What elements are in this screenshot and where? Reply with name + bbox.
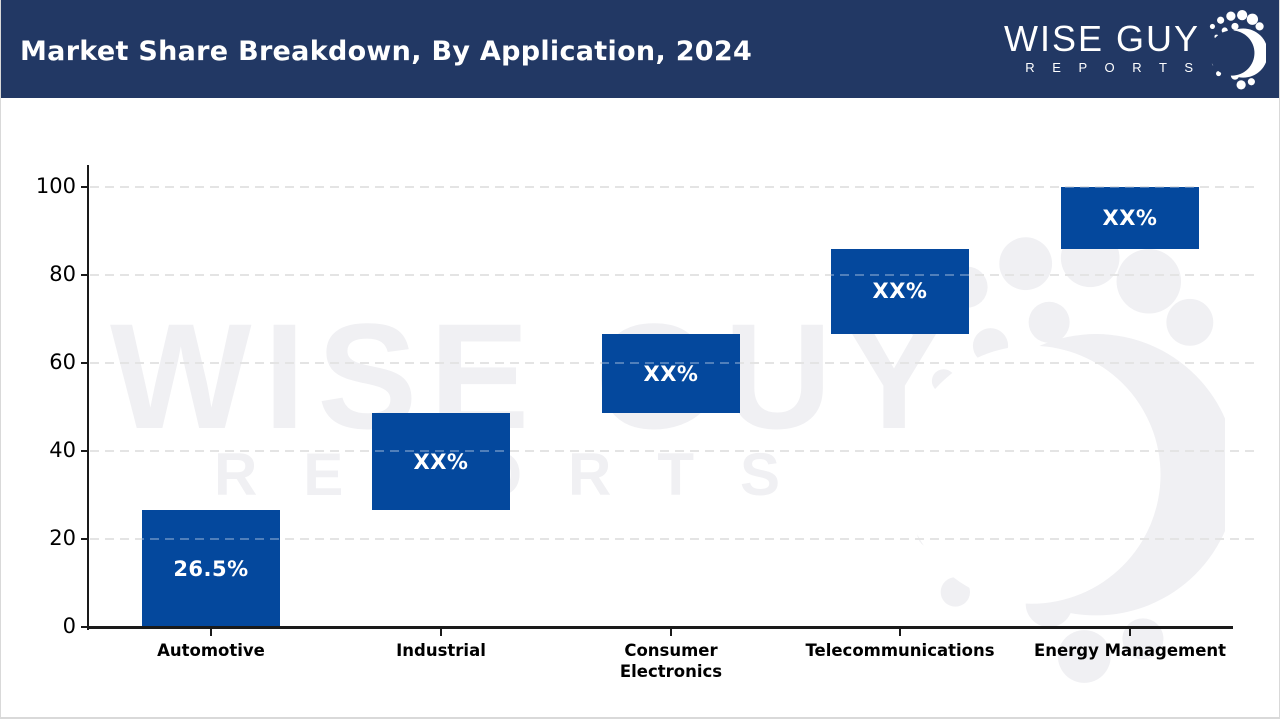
x-axis-category-line: Consumer [624, 641, 718, 660]
logo-wordmark-line2: R E P O R T S [1025, 60, 1200, 75]
bar-industrial: XX% [372, 413, 510, 511]
x-axis-category-line: Telecommunications [805, 641, 995, 660]
bar-energy-management: XX% [1061, 187, 1199, 249]
watermark-wordmark: WISE GUY [110, 292, 957, 460]
y-axis-tick-label: 60 [49, 350, 76, 374]
y-axis-tick-mark [81, 186, 88, 188]
y-axis-tick-label: 0 [62, 614, 76, 638]
x-axis-category-line: Electronics [619, 662, 723, 681]
gridline-overlay [90, 274, 1258, 276]
x-axis-line [87, 626, 1233, 629]
x-axis-category-label: Telecommunications [775, 640, 1025, 661]
y-axis-line [87, 165, 89, 630]
x-axis-category-label: Industrial [316, 640, 566, 661]
x-axis-tick-mark [210, 627, 212, 636]
y-axis-tick-mark [81, 626, 88, 628]
x-axis-tick-mark [1129, 627, 1131, 636]
y-axis-tick-mark [81, 362, 88, 364]
logo-head-icon [1209, 10, 1266, 90]
bar-value-label: XX% [413, 449, 469, 474]
bar-consumer-electronics: XX% [602, 334, 740, 414]
y-axis-tick-mark [81, 274, 88, 276]
x-axis-tick-mark [899, 627, 901, 636]
gridline-overlay [90, 450, 1258, 452]
gridline [90, 274, 1258, 276]
bar-automotive: 26.5% [142, 510, 280, 627]
x-axis-tick-mark [440, 627, 442, 636]
header-bar: Market Share Breakdown, By Application, … [0, 0, 1280, 98]
y-axis-tick-label: 100 [35, 174, 76, 198]
x-axis-category-line: Energy Management [1033, 641, 1227, 660]
logo-wordmark-line1: WISE GUY [1003, 18, 1200, 59]
y-axis-tick-label: 40 [49, 438, 76, 462]
brand-logo: WISE GUY R E P O R T S [1004, 6, 1268, 92]
bar-value-label: XX% [643, 361, 699, 386]
y-axis-tick-label: 80 [49, 262, 76, 286]
y-axis-tick-mark [81, 450, 88, 452]
bar-value-label: 26.5% [173, 556, 249, 581]
x-axis-category-line: Automotive [157, 641, 265, 660]
gridline-overlay [90, 538, 1258, 540]
gridline [90, 450, 1258, 452]
x-axis-category-label: Automotive [86, 640, 336, 661]
bar-value-label: XX% [1102, 205, 1158, 230]
x-axis-category-line: Industrial [396, 641, 486, 660]
gridline-overlay [90, 362, 1258, 364]
gridline-overlay [90, 186, 1258, 188]
x-axis-category-label: Consumer Electronics [546, 640, 796, 682]
chart-area: WISE GUY REPORTS 0 20 40 60 80 100 26.5% XX% XX%… [0, 98, 1280, 718]
x-axis-tick-mark [670, 627, 672, 636]
gridline [90, 186, 1258, 188]
y-axis-tick-label: 20 [49, 526, 76, 550]
y-axis-tick-mark [81, 538, 88, 540]
gridline [90, 538, 1258, 540]
bar-value-label: XX% [872, 279, 928, 304]
logo-wordmark: WISE GUY R E P O R T S [1004, 20, 1200, 76]
x-axis-category-label: Energy Management [1005, 640, 1255, 661]
page-title: Market Share Breakdown, By Application, … [20, 36, 753, 67]
bar-telecommunications: XX% [831, 248, 969, 335]
